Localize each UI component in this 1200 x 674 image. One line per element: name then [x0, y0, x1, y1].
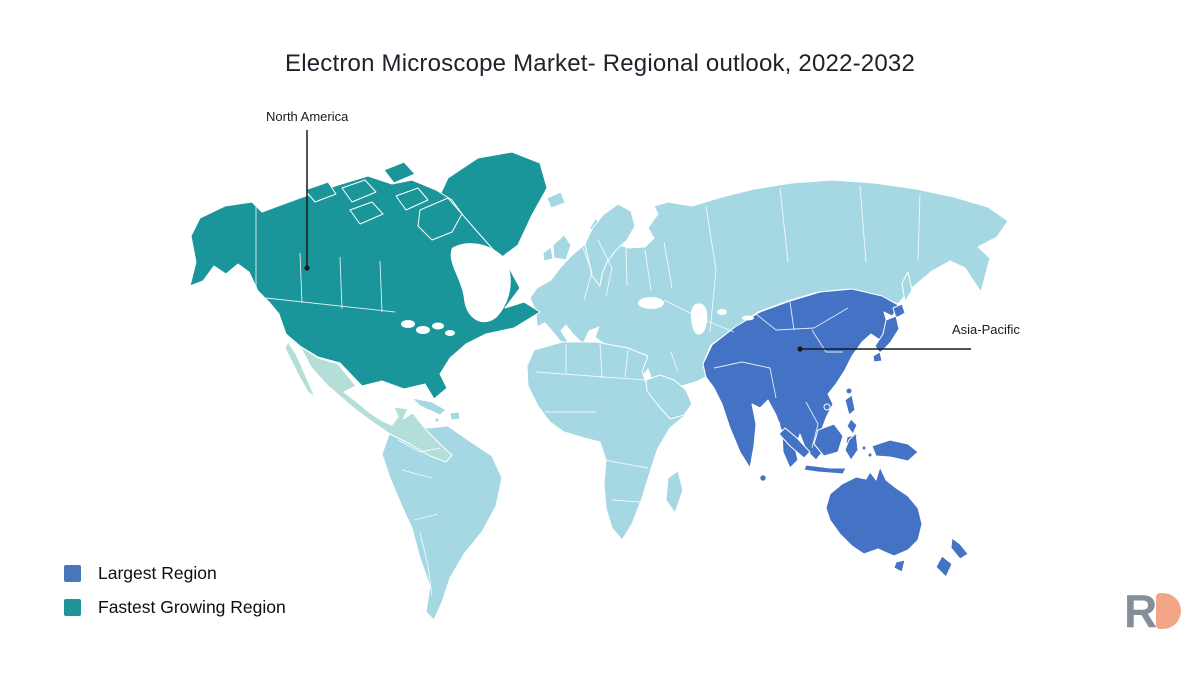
map-region-hispaniola [449, 411, 461, 421]
legend-item-fastest-growing-region: Fastest Growing Region [64, 597, 286, 618]
great-lake [445, 330, 455, 336]
map-region-sumatra [778, 427, 811, 459]
water-overlays [401, 243, 754, 336]
logo-letter-r: R [1124, 585, 1157, 637]
brand-logo: R [1124, 585, 1182, 637]
great-lake [401, 320, 415, 328]
map-island [434, 417, 440, 423]
map-region-new-zealand [950, 537, 969, 560]
map-region-baja-california [284, 341, 316, 398]
region-group-north-america [189, 151, 548, 400]
map-region-arctic-island [304, 181, 337, 203]
map-region-philippines [844, 394, 856, 416]
hudson-bay [450, 243, 511, 323]
map-region-arctic-island [349, 201, 384, 225]
map-region-new-guinea [871, 439, 919, 462]
caspian-sea [690, 303, 708, 335]
map-region-uk [552, 234, 572, 261]
map-region-japan [892, 303, 906, 319]
map-region-arctic-island [383, 161, 416, 184]
great-lake [416, 326, 430, 334]
region-group-rest-of-world [381, 179, 1009, 621]
legend-label-fastest-growing-region: Fastest Growing Region [98, 597, 286, 617]
map-island [861, 445, 867, 451]
north-america-callout-dot [304, 265, 310, 271]
map-region-scandinavia [584, 203, 636, 287]
map-region-taiwan [845, 387, 853, 395]
map-region-iceland [546, 191, 566, 209]
chart-title: Electron Microscope Market- Regional out… [285, 50, 915, 77]
map-region-tasmania [893, 559, 906, 573]
map-region-sri-lanka [759, 474, 767, 482]
country-borders [255, 185, 921, 597]
legend-swatch-largest-region [64, 565, 81, 582]
region-group-asia-pacific [702, 288, 969, 578]
great-lake [432, 322, 444, 330]
map-region-philippines [846, 418, 858, 435]
map-region-arctic-island [395, 187, 429, 211]
map-region-japan [872, 351, 883, 363]
map-region-sulawesi [844, 432, 859, 461]
map-region-cuba [411, 397, 447, 416]
map-region-borneo [813, 423, 844, 457]
annotation-lines [304, 130, 971, 352]
aral-sea [717, 309, 727, 315]
map-region-madagascar [665, 470, 684, 514]
legend-swatch-fastest-growing-region [64, 599, 81, 616]
lake-balkhash [742, 315, 754, 321]
map-region-java [803, 464, 847, 475]
map-region-new-zealand [935, 555, 953, 578]
black-sea [638, 297, 664, 309]
label-asia-pacific: Asia-Pacific [952, 322, 1020, 337]
legend: Largest Region Fastest Growing Region [64, 563, 286, 631]
map-region-hainan [823, 403, 831, 411]
asia-pacific-callout-dot [797, 346, 803, 352]
legend-label-largest-region: Largest Region [98, 563, 217, 583]
map-region-baffin-island [417, 197, 463, 241]
region-group-mexico-central-america [284, 341, 453, 463]
logo-mark-icon [1156, 593, 1182, 629]
legend-item-largest-region: Largest Region [64, 563, 286, 584]
map-region-south-america [381, 419, 503, 621]
map-region-japan [874, 315, 900, 354]
map-island [867, 452, 873, 458]
map-region-arabia [645, 374, 693, 420]
map-region-arctic-island [341, 179, 377, 203]
map-region-ireland [542, 246, 554, 262]
map-region-australia [825, 466, 923, 557]
map-region-mexico-central-america [299, 345, 453, 463]
label-north-america: North America [266, 109, 349, 124]
map-region-sakhalin [901, 271, 913, 303]
